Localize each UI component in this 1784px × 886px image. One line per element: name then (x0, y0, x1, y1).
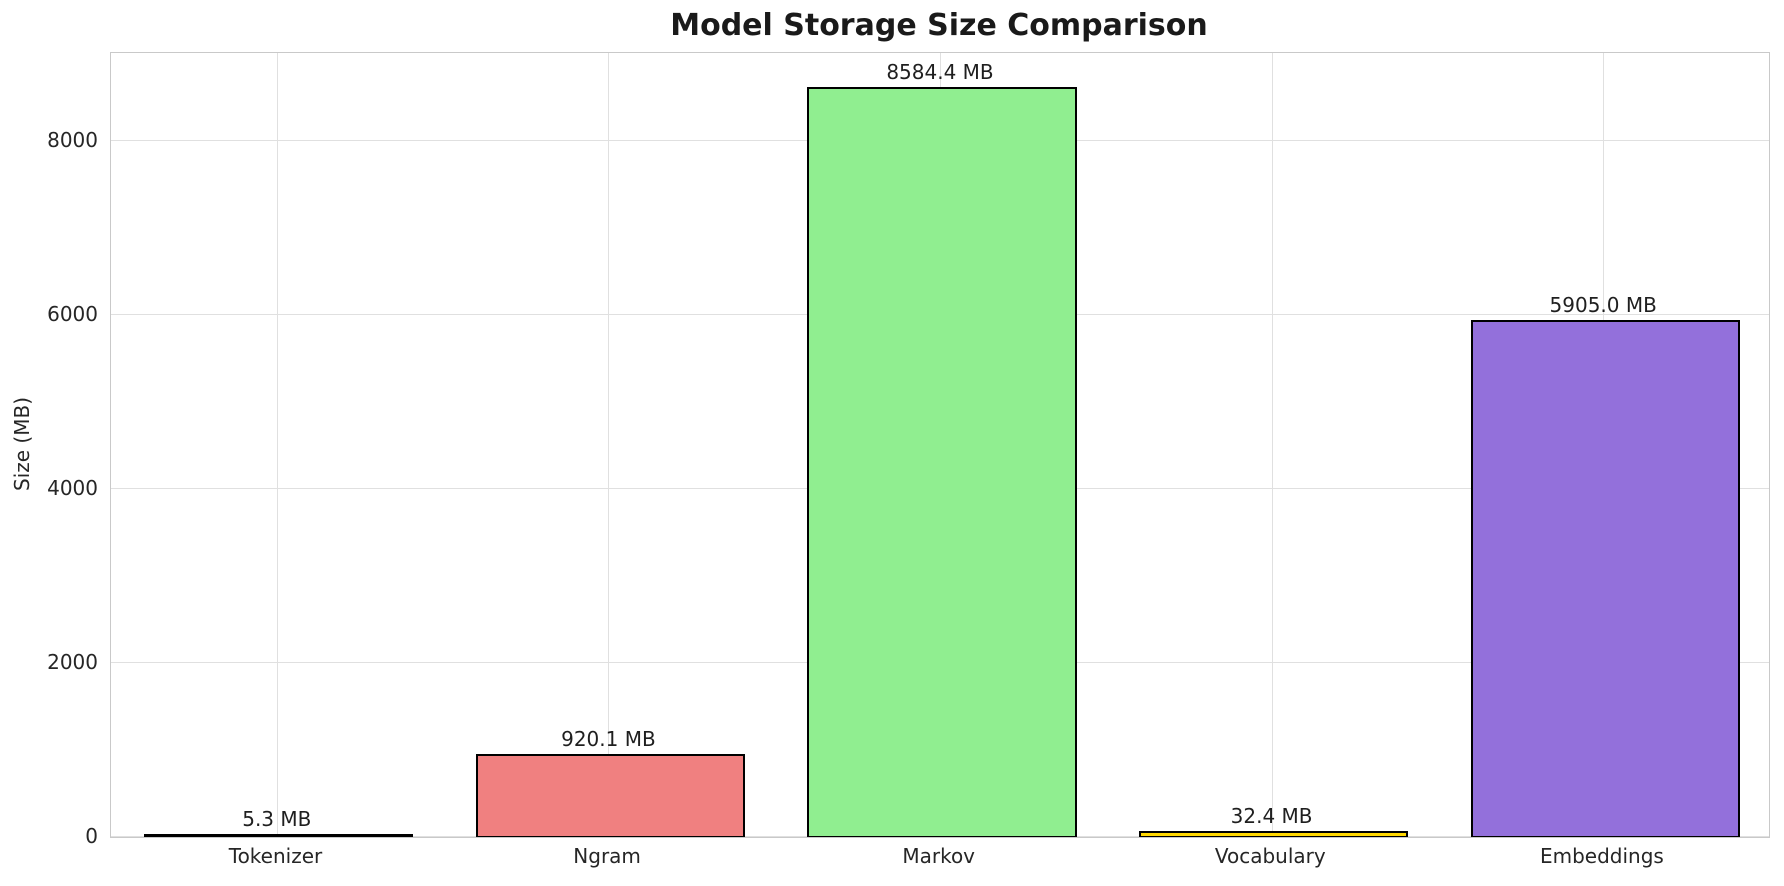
bar-tokenizer (144, 833, 414, 837)
x-category-label: Vocabulary (1214, 844, 1326, 868)
y-tick-label: 6000 (47, 302, 98, 327)
bar-value-label: 920.1 MB (561, 726, 656, 751)
bar-value-label: 32.4 MB (1230, 804, 1313, 829)
v-gridline (276, 53, 278, 837)
bar-vocabulary (1138, 831, 1409, 837)
x-category-label: Embeddings (1539, 844, 1664, 868)
y-tick-label: 2000 (47, 650, 98, 675)
y-tick-label: 4000 (47, 476, 98, 501)
y-tick-label: 0 (85, 824, 98, 848)
bar-value-label: 5.3 MB (242, 806, 312, 831)
plot-area: 5.3 MB 920.1 MB 8584.4 MB 32.4 MB 5905.0 MB (110, 52, 1770, 838)
x-category-label: Tokenizer (228, 844, 323, 868)
chart-title: Model Storage Size Comparison (670, 8, 1208, 43)
bar-ngram (475, 753, 746, 837)
bar-markov (807, 87, 1077, 837)
bar-value-label: 5905.0 MB (1549, 293, 1657, 318)
y-tick-label: 8000 (47, 128, 98, 153)
bar-value-label: 8584.4 MB (886, 60, 994, 85)
bar-embeddings (1470, 320, 1740, 837)
v-gridline (608, 53, 610, 837)
x-category-label: Markov (902, 844, 976, 868)
x-category-label: Ngram (573, 844, 641, 868)
v-gridline (1271, 53, 1273, 837)
